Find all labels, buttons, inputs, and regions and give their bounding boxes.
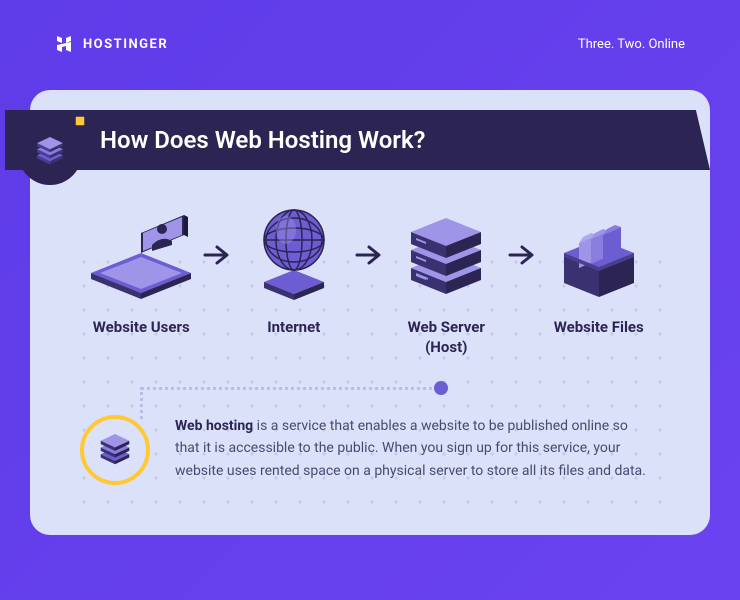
description-section: Web hosting is a service that enables a … (70, 415, 670, 485)
flow-label-files: Website Files (554, 318, 644, 338)
connector-line (140, 387, 440, 390)
tagline: Three. Two. Online (578, 37, 685, 52)
laptop-icon (86, 205, 196, 305)
flow-label-users: Website Users (93, 318, 190, 338)
flow-node-files: Website Files (538, 200, 661, 338)
header: HOSTINGER Three. Two. Online (0, 0, 740, 53)
flow-node-internet: Internet (233, 200, 356, 338)
brand-name: HOSTINGER (83, 37, 168, 52)
hostinger-logo-icon (55, 35, 73, 53)
flow-node-users: Website Users (80, 200, 203, 338)
main-card: How Does Web Hosting Work? (30, 90, 710, 535)
arrow-icon (355, 200, 385, 310)
server-icon (396, 200, 496, 310)
page-title: How Does Web Hosting Work? (100, 126, 425, 154)
description-text: Web hosting is a service that enables a … (175, 415, 660, 485)
arrow-icon (203, 200, 233, 310)
globe-icon (244, 200, 344, 310)
flow-label-server: Web Server (Host) (385, 318, 508, 357)
flow-node-server: Web Server (Host) (385, 200, 508, 357)
flow-label-internet: Internet (267, 318, 320, 338)
description-lead: Web hosting (175, 418, 253, 434)
title-badge (18, 121, 82, 185)
files-box-icon (549, 205, 649, 305)
brand-logo: HOSTINGER (55, 35, 168, 53)
arrow-icon (508, 200, 538, 310)
description-icon-badge (80, 415, 150, 485)
server-stack-small-icon (94, 429, 136, 471)
flow-diagram: Website Users (70, 200, 670, 357)
server-stack-icon (31, 134, 69, 172)
title-banner: How Does Web Hosting Work? (5, 110, 710, 170)
